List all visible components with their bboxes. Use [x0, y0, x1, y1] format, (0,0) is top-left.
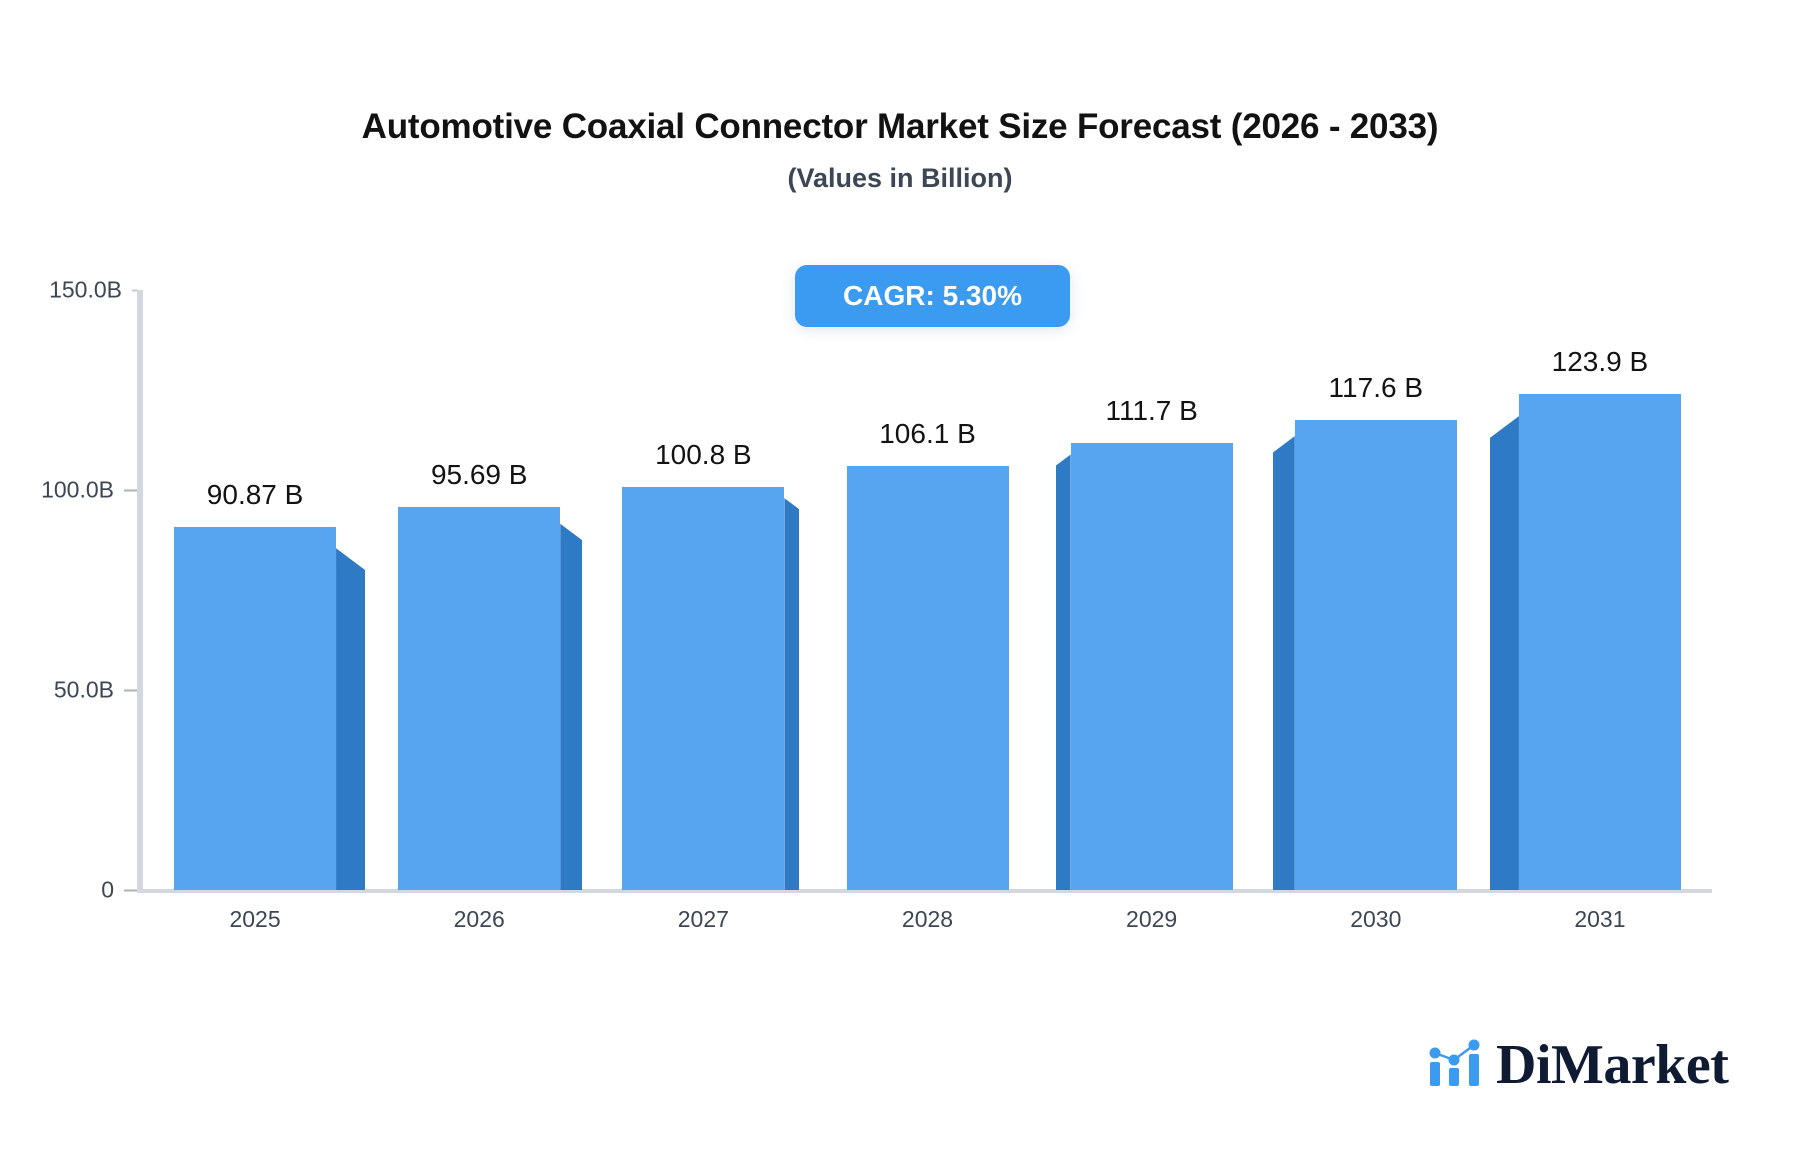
y-tick-mark — [124, 689, 137, 691]
bar-side-face — [1489, 416, 1519, 890]
bar-side-face — [560, 523, 583, 890]
chart-title: Automotive Coaxial Connector Market Size… — [361, 107, 1439, 146]
bar[interactable] — [1272, 419, 1457, 890]
chart-subtitle: (Values in Billion) — [787, 162, 1013, 193]
title-block: Automotive Coaxial Connector Market Size… — [0, 107, 1800, 194]
bar[interactable] — [174, 526, 366, 890]
y-tick-mark — [124, 489, 137, 491]
bar-series: 90.87 B 95.69 B 100.8 B 106.1 B 111.7 B 117.6… — [143, 290, 1712, 890]
bar-group: 100.8 B — [622, 290, 800, 890]
bar[interactable] — [622, 486, 800, 890]
bar[interactable] — [1055, 443, 1233, 890]
bar-group: 117.6 B — [1272, 290, 1457, 890]
bar-side-face — [1055, 454, 1071, 890]
bar-front-face — [398, 507, 561, 890]
bar-side-face — [336, 548, 366, 890]
y-tick: 100.0B — [4, 477, 137, 504]
y-tick: 150.0B — [12, 277, 137, 304]
y-tick-label: 0 — [101, 876, 114, 903]
y-axis-line — [137, 290, 143, 890]
bar-front-face — [1070, 443, 1233, 890]
bar-group: 95.69 B — [398, 290, 583, 890]
bar-side-face — [1272, 436, 1295, 890]
bar-group: 123.9 B — [1489, 290, 1681, 890]
bar[interactable] — [1489, 394, 1681, 890]
y-tick-label: 100.0B — [41, 476, 114, 503]
y-tick-label: 50.0B — [53, 676, 114, 703]
bar-front-face — [622, 486, 785, 890]
x-axis-label: 2031 — [1574, 906, 1626, 932]
cagr-badge-label: CAGR: 5.30% — [843, 280, 1022, 311]
bar-value-label: 111.7 B — [1105, 395, 1198, 427]
bar-value-label: 100.8 B — [655, 438, 752, 470]
dimarket-logo: DiMarket — [1428, 1033, 1729, 1096]
y-tick-label: 150.0B — [49, 276, 122, 303]
bar-front-face — [846, 465, 1009, 890]
cagr-badge: CAGR: 5.30% — [795, 265, 1070, 327]
bar-group: 111.7 B — [1055, 290, 1233, 890]
x-axis-label: 2029 — [1126, 906, 1178, 932]
y-tick-mark — [132, 289, 137, 291]
bar-group: 106.1 B — [846, 290, 1009, 890]
bar-value-label: 123.9 B — [1551, 346, 1649, 378]
bar[interactable] — [846, 465, 1009, 890]
bar-front-face — [1518, 394, 1681, 890]
x-axis-label: 2026 — [453, 906, 505, 932]
bar-value-label: 95.69 B — [430, 459, 528, 491]
y-tick-mark — [124, 889, 137, 891]
bar-side-face — [784, 498, 800, 890]
bar-value-label: 117.6 B — [1328, 371, 1424, 403]
y-tick: 50.0B — [4, 677, 137, 704]
bar-front-face — [174, 526, 337, 890]
x-axis-label: 2027 — [677, 906, 729, 932]
x-axis-line — [137, 889, 1712, 893]
bar-group: 90.87 B — [174, 290, 366, 890]
x-axis-label: 2025 — [229, 906, 281, 932]
plot-area: 0 50.0B 100.0B 150.0B 90.87 B 95.69 B 100.8 B… — [41, 277, 1712, 903]
x-axis-label: 2030 — [1350, 906, 1402, 932]
y-tick: 0 — [4, 877, 137, 904]
bar-chart-icon — [1428, 1036, 1482, 1093]
x-axis-label: 2028 — [901, 906, 954, 932]
bar-value-label: 90.87 B — [206, 478, 304, 510]
bar-value-label: 106.1 B — [879, 417, 976, 449]
bar-front-face — [1294, 419, 1457, 890]
logo-text: DiMarket — [1496, 1033, 1729, 1096]
x-axis-labels: 2025 2026 2027 2028 2029 2030 2031 — [137, 906, 1712, 946]
bar[interactable] — [398, 507, 583, 890]
